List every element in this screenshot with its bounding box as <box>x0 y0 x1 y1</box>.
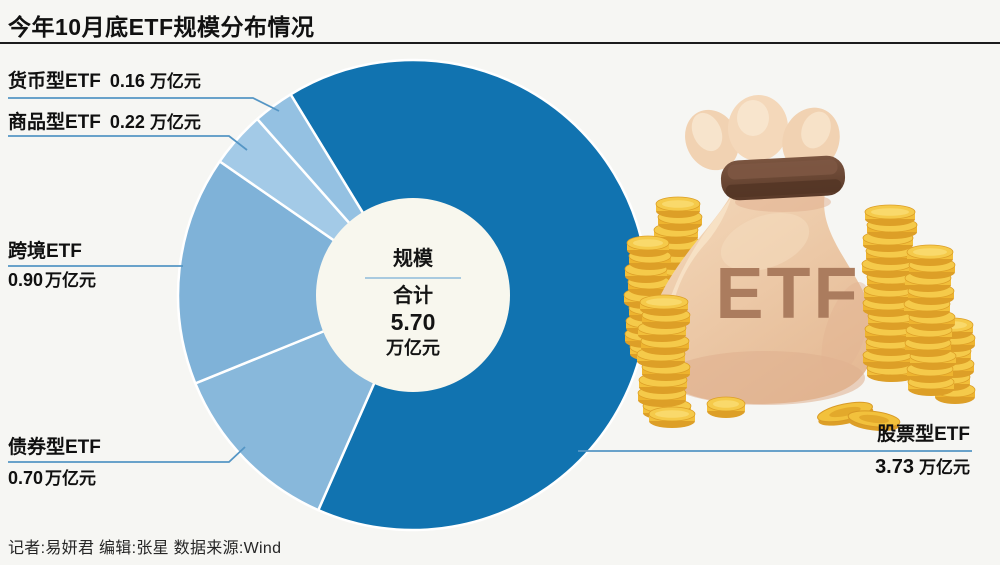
coin-stack <box>648 406 696 428</box>
bag-ruffles <box>685 95 840 173</box>
cross-border-etf-amount: 0.90 <box>8 270 44 290</box>
coin-stack <box>861 204 919 382</box>
bond-etf-amount: 0.70 <box>8 468 44 488</box>
page-title: 今年10月底ETF规模分布情况 <box>8 14 315 40</box>
value-stock-etf: 3.73 万亿元 <box>866 456 970 480</box>
label-commodity-etf: 商品型ETF 0.22 万亿元 <box>8 111 201 135</box>
donut-hole <box>316 198 510 392</box>
bond-etf-unit: 万亿元 <box>45 469 97 488</box>
coin-stacks-front <box>636 204 976 428</box>
stock-etf-amount: 3.73 <box>875 456 914 478</box>
value-cross-border-etf: 0.90 万亿元 <box>8 269 96 293</box>
money-bag-illustration: ETF <box>623 95 976 432</box>
cross-border-etf-name: 跨境ETF <box>8 241 82 262</box>
bag-tie-band <box>720 155 846 201</box>
coin-stack <box>706 396 746 418</box>
title-rule <box>0 42 1000 44</box>
commodity-etf-amount: 0.22 <box>109 112 145 132</box>
pie-slice-跨境ETF <box>176 160 415 385</box>
bag-etf-label: ETF <box>716 254 861 334</box>
center-line1: 规模 <box>393 248 433 270</box>
center-total-value: 5.70 <box>390 309 436 335</box>
money-etf-name: 货币型ETF <box>8 71 101 92</box>
label-stock-etf: 股票型ETF <box>877 423 970 447</box>
coin-stack <box>903 244 957 396</box>
donut-center-label: 规模 合计 5.70 万亿元 <box>323 247 503 360</box>
label-cross-border-etf: 跨境ETF <box>8 240 82 264</box>
bond-etf-name: 债券型ETF <box>8 437 101 458</box>
money-etf-unit: 万亿元 <box>149 72 201 91</box>
loose-coin <box>847 410 901 432</box>
credits-footer: 记者:易妍君 编辑:张星 数据来源:Wind <box>8 540 282 557</box>
label-bond-etf: 债券型ETF <box>8 436 101 460</box>
center-line2: 合计 <box>393 285 433 307</box>
money-bag-icon: ETF <box>648 95 876 405</box>
label-money-etf: 货币型ETF 0.16 万亿元 <box>8 70 201 94</box>
stock-etf-name: 股票型ETF <box>877 424 970 445</box>
commodity-etf-unit: 万亿元 <box>149 113 201 132</box>
value-bond-etf: 0.70 万亿元 <box>8 467 96 491</box>
commodity-etf-name: 商品型ETF <box>8 112 101 133</box>
center-divider <box>365 277 461 279</box>
cross-border-etf-unit: 万亿元 <box>45 271 97 290</box>
money-etf-amount: 0.16 <box>109 71 145 91</box>
center-total-unit: 万亿元 <box>386 338 440 358</box>
coin-stack <box>636 294 692 420</box>
stock-etf-unit: 万亿元 <box>919 458 970 477</box>
